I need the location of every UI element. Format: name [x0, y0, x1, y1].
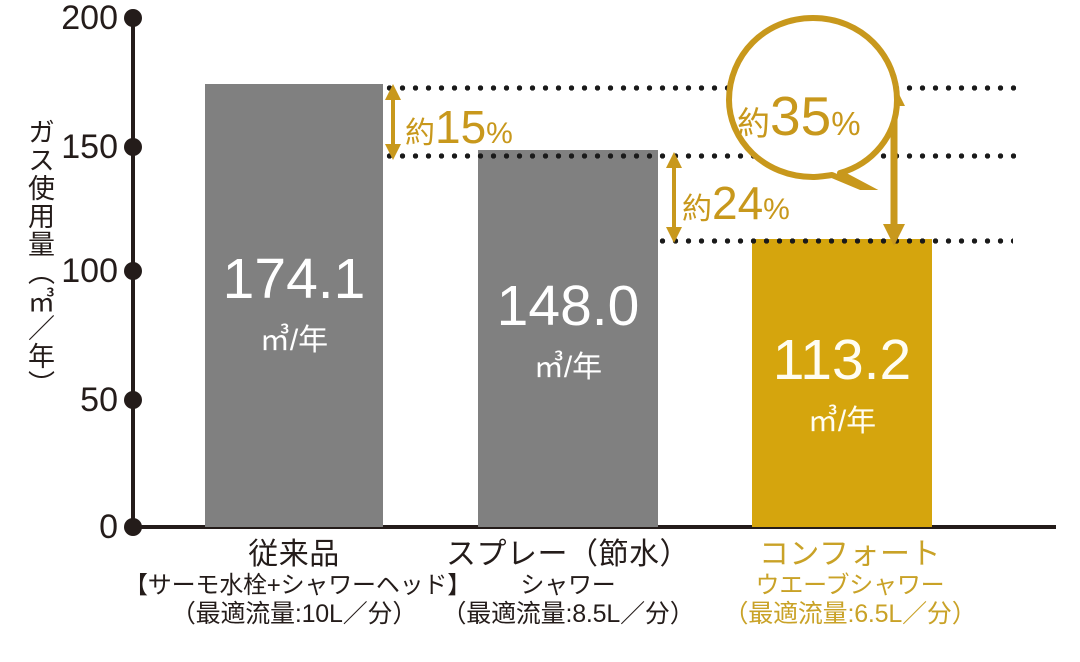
annotation-15-prefix: 約	[405, 117, 435, 150]
annotation-24-number: 24	[712, 177, 764, 229]
callout-35-number: 35	[770, 85, 832, 147]
bar-value-conventional: 174.1	[222, 247, 366, 311]
callout-35-suffix: %	[831, 105, 861, 142]
annotation-label-24-percent: 約24%	[682, 180, 790, 226]
guide-line-113	[656, 238, 1013, 244]
y-tick-label-0: 0	[99, 508, 118, 546]
category-comfort-line2: ウエーブシャワー	[755, 572, 945, 600]
y-tick-label-100: 100	[61, 252, 118, 290]
y-tick-label-150: 150	[61, 128, 118, 166]
category-comfort-line3: （最適流量:6.5L／分）	[723, 600, 977, 629]
bar-comfort-wave-shower: 113.2 ㎥/年	[752, 239, 932, 527]
y-tick-dot-100	[124, 262, 142, 280]
callout-bubble-35-percent	[726, 15, 900, 190]
bar-unit-comfort-wave-shower: ㎥/年	[807, 405, 877, 438]
annotation-24-suffix: %	[763, 193, 790, 226]
bar-value-comfort-wave-shower: 113.2	[772, 328, 912, 392]
category-label-spray-shower: スプレー（節水） シャワー （最適流量:8.5L／分）	[428, 537, 708, 629]
bar-value-spray-shower: 148.0	[496, 274, 640, 338]
guide-line-174	[383, 85, 1016, 91]
callout-label-35-percent: 約35%	[737, 89, 861, 144]
bar-unit-conventional: ㎥/年	[259, 324, 329, 357]
y-tick-label-200: 200	[61, 0, 118, 37]
category-spray-line1: スプレー（節水）	[446, 538, 690, 571]
y-tick-dot-150	[124, 138, 142, 156]
x-axis-line	[131, 525, 1056, 529]
y-tick-dot-50	[124, 391, 142, 409]
category-conventional-line2: 【サーモ水栓+シャワーヘッド】	[124, 572, 472, 600]
category-comfort-line1: コンフォート	[758, 538, 942, 571]
y-tick-dot-0	[124, 518, 142, 536]
guide-line-148	[383, 153, 1016, 159]
bar-conventional: 174.1 ㎥/年	[205, 84, 383, 527]
arrow-24-percent	[666, 152, 682, 243]
category-label-comfort-wave-shower: コンフォート ウエーブシャワー （最適流量:6.5L／分）	[700, 537, 1000, 629]
bar-spray-shower: 148.0 ㎥/年	[478, 150, 658, 527]
category-label-conventional: 従来品 【サーモ水栓+シャワーヘッド】 （最適流量:10L／分）	[124, 537, 472, 629]
y-axis-title: ガス使用量（㎥／年）	[24, 118, 54, 398]
annotation-15-number: 15	[435, 101, 487, 153]
annotation-24-prefix: 約	[682, 193, 712, 226]
bar-unit-spray-shower: ㎥/年	[533, 351, 603, 384]
category-conventional-line3: （最適流量:10L／分）	[170, 600, 418, 629]
y-tick-label-50: 50	[80, 381, 118, 419]
callout-35-prefix: 約	[737, 105, 770, 142]
category-spray-line3: （最適流量:8.5L／分）	[441, 600, 695, 629]
category-conventional-line1: 従来品	[248, 538, 340, 571]
annotation-15-suffix: %	[486, 117, 513, 150]
arrow-15-percent	[385, 84, 401, 160]
annotation-label-15-percent: 約15%	[405, 104, 513, 150]
category-spray-line2: シャワー	[520, 572, 616, 600]
y-tick-dot-200	[124, 9, 142, 27]
